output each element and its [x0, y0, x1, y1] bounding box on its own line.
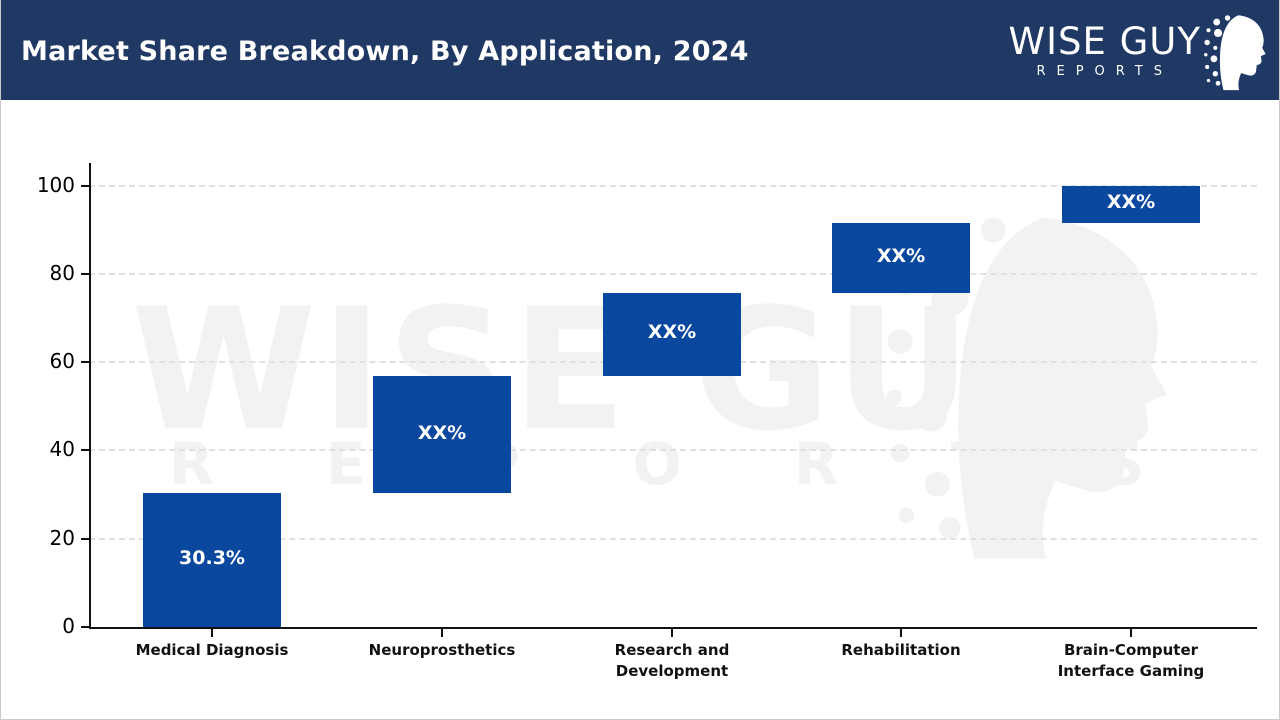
- watermark-head-profile-icon: [886, 217, 1167, 559]
- x-category-label: Rehabilitation: [841, 641, 961, 659]
- bar-segment: [1062, 185, 1200, 224]
- gridline-20: [89, 537, 1257, 540]
- y-tick-20: [81, 537, 89, 540]
- wise-guy-reports-logo: WISE GUY REPORTS: [1009, 8, 1266, 94]
- x-axis-line: [89, 627, 1257, 629]
- bar-segment: [603, 292, 741, 376]
- bar-value-label: XX%: [647, 321, 697, 344]
- gridline-80: [89, 272, 1257, 275]
- x-tick: [1130, 629, 1132, 637]
- x-tick: [441, 629, 443, 637]
- bar-value-label: 30.3%: [179, 547, 245, 570]
- x-category-label: Neuroprosthetics: [368, 641, 516, 659]
- y-tick-80: [81, 272, 89, 275]
- x-category-label: Research and Development: [614, 641, 730, 680]
- logo-head-profile-icon: [1204, 15, 1266, 91]
- logo-wordmark-line1: WISE GUY: [1008, 20, 1201, 63]
- y-tick-label-60: 60: [49, 349, 75, 374]
- page-title: Market Share Breakdown, By Application, …: [21, 36, 749, 67]
- bar-value-label: XX%: [876, 244, 926, 267]
- y-tick-60: [81, 361, 89, 364]
- gridline-100: [89, 184, 1257, 187]
- bar-segment: [143, 493, 281, 627]
- header-band: Market Share Breakdown, By Application, …: [1, 0, 1279, 100]
- y-tick-label-80: 80: [49, 260, 75, 285]
- bar-segment: [832, 223, 970, 293]
- y-tick-label-100: 100: [36, 172, 75, 197]
- y-tick-label-0: 0: [62, 614, 75, 638]
- x-tick: [671, 629, 673, 637]
- y-tick-100: [81, 184, 89, 187]
- logo-wordmark: WISE GUY REPORTS: [1008, 20, 1201, 80]
- x-category-label: Medical Diagnosis: [135, 641, 289, 659]
- y-tick-0: [81, 626, 89, 628]
- logo-wordmark-line2: REPORTS: [1036, 64, 1174, 79]
- y-axis-line: [89, 163, 91, 629]
- x-category-label: Brain-Computer Interface Gaming: [1057, 641, 1205, 680]
- bar-value-label: XX%: [1106, 191, 1156, 214]
- bar-value-label: XX%: [417, 421, 467, 444]
- y-tick-40: [81, 449, 89, 452]
- y-tick-label-40: 40: [49, 437, 75, 462]
- y-tick-label-20: 20: [49, 525, 75, 550]
- bar-segment: [373, 375, 511, 494]
- x-tick: [900, 629, 902, 637]
- x-tick: [211, 629, 213, 637]
- gridline-40: [89, 449, 1257, 452]
